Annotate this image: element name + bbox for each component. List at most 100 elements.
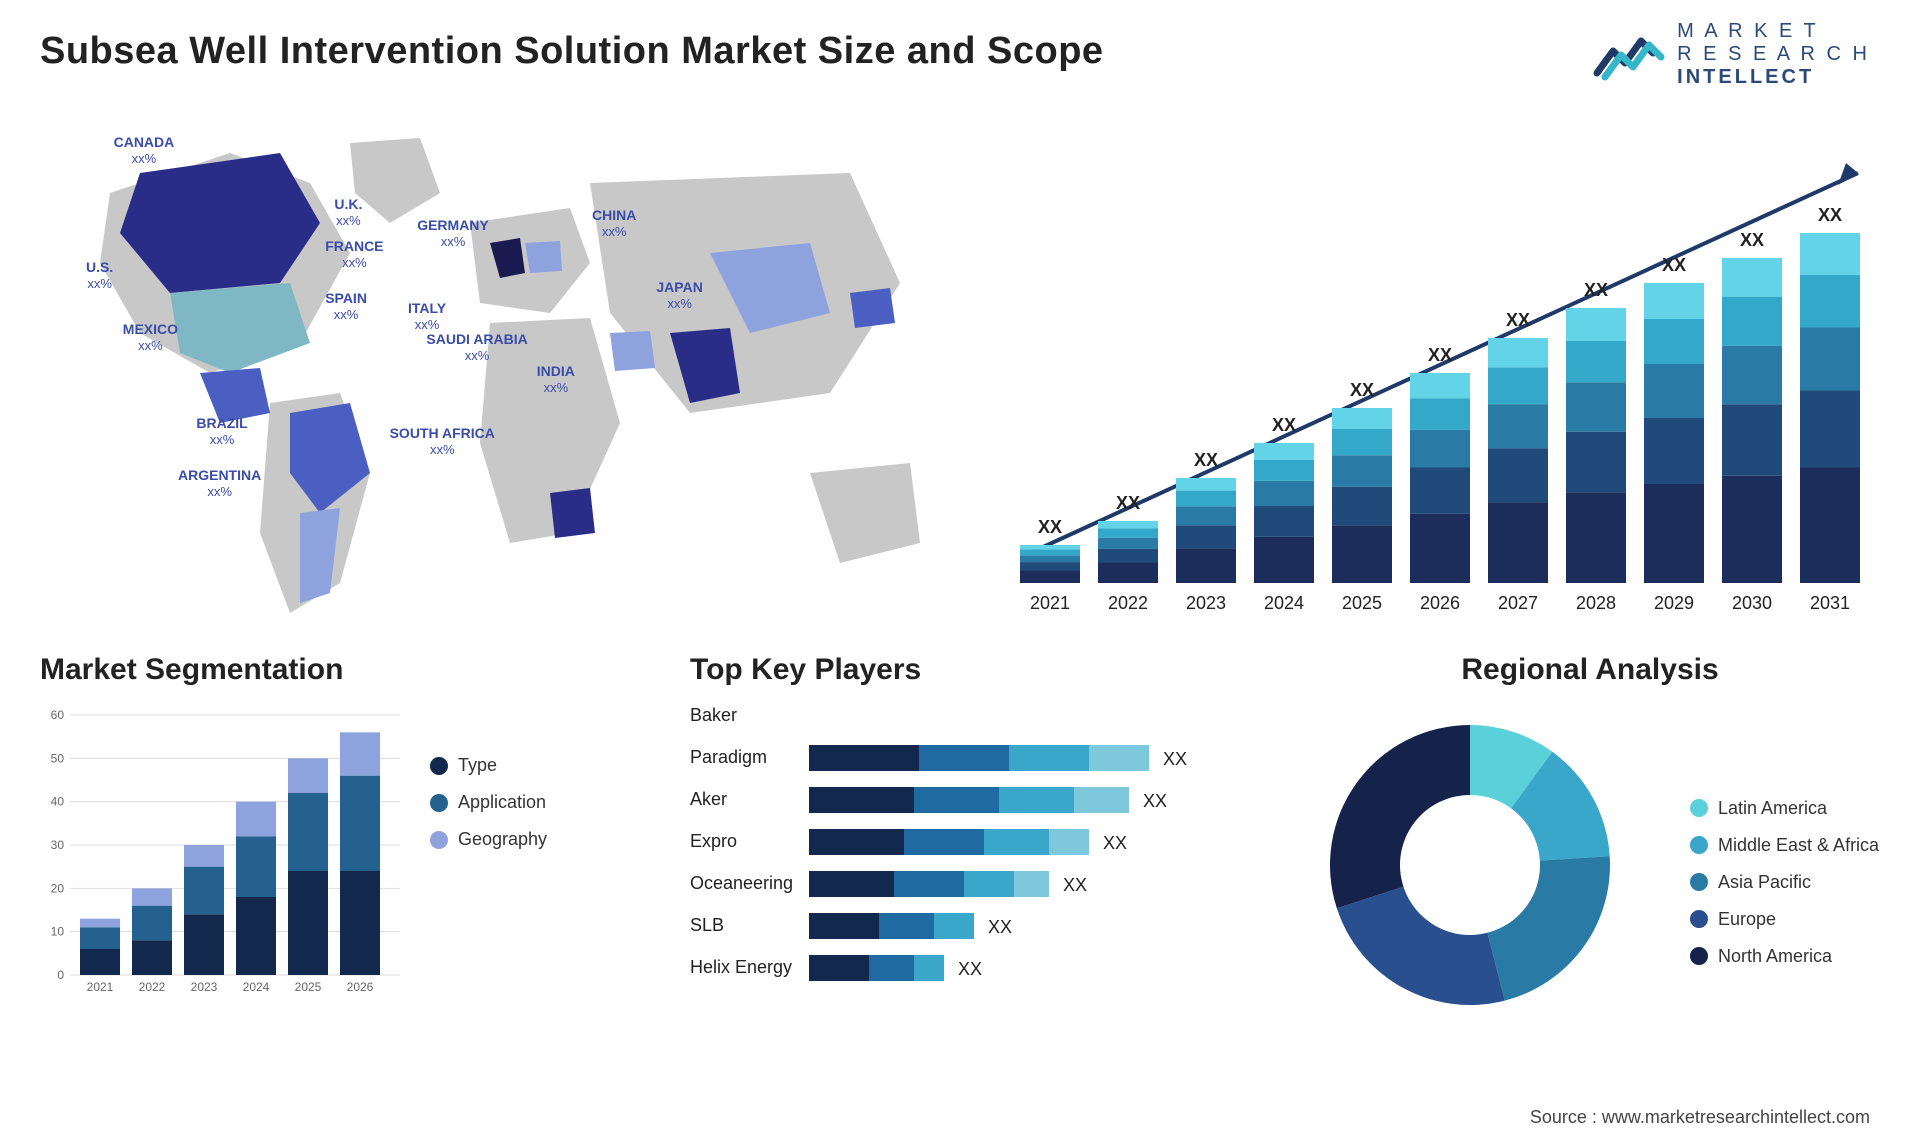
bar-category-label: 2028 (1576, 593, 1616, 613)
players-title: Top Key Players (690, 653, 1270, 687)
player-bar-segment (879, 913, 934, 939)
main-bar-segment (1800, 468, 1860, 584)
main-bar-chart: XX2021XX2022XX2023XX2024XX2025XX2026XX20… (1000, 113, 1880, 633)
map-label: JAPANxx% (656, 279, 702, 312)
player-name: Aker (690, 789, 793, 819)
player-name: Oceaneering (690, 873, 793, 903)
bar-category-label: 2031 (1810, 593, 1850, 613)
main-bar-segment (1176, 491, 1236, 507)
player-value-label: XX (1103, 833, 1127, 853)
legend-item: Middle East & Africa (1690, 835, 1879, 856)
seg-bar-segment (132, 940, 172, 975)
main-bar-segment (1176, 506, 1236, 525)
svg-text:30: 30 (51, 838, 65, 852)
svg-text:10: 10 (51, 925, 65, 939)
seg-bar-segment (288, 871, 328, 975)
seg-bar-segment (80, 949, 120, 975)
map-label: SPAINxx% (325, 290, 367, 323)
player-value-label: XX (1143, 791, 1167, 811)
player-bar-segment (1049, 829, 1089, 855)
world-map: CANADAxx%U.S.xx%MEXICOxx%BRAZILxx%ARGENT… (40, 113, 960, 633)
main-bar-segment (1254, 537, 1314, 583)
main-bar-segment (1254, 481, 1314, 506)
main-bar-segment (1098, 563, 1158, 583)
seg-bar-segment (236, 897, 276, 975)
regional-panel: Regional Analysis Latin AmericaMiddle Ea… (1300, 653, 1880, 1033)
player-bar-segment (904, 829, 984, 855)
bar-value-label: XX (1818, 205, 1842, 225)
player-bar-segment (809, 745, 919, 771)
main-bar-segment (1332, 429, 1392, 455)
player-bar-segment (919, 745, 1009, 771)
bar-value-label: XX (1584, 280, 1608, 300)
player-value-label: XX (1163, 749, 1187, 769)
main-bar-segment (1176, 548, 1236, 583)
map-label: SOUTH AFRICAxx% (390, 425, 495, 458)
logo-icon (1593, 27, 1665, 83)
brand-logo: M A R K E T R E S E A R C H INTELLECT (1593, 20, 1870, 89)
player-bar-segment (809, 871, 894, 897)
seg-bar-segment (340, 732, 380, 775)
main-bar-segment (1800, 328, 1860, 391)
player-bar-segment (914, 787, 999, 813)
player-bar-segment (1089, 745, 1149, 771)
main-bar-segment (1800, 233, 1860, 275)
player-bar-segment (894, 871, 964, 897)
main-bar-segment (1722, 404, 1782, 476)
svg-text:2023: 2023 (191, 980, 218, 994)
main-bar-segment (1098, 528, 1158, 537)
bar-category-label: 2029 (1654, 593, 1694, 613)
donut-slice (1487, 856, 1610, 1000)
bar-category-label: 2022 (1108, 593, 1148, 613)
player-bar-segment (964, 871, 1014, 897)
legend-item: Type (430, 755, 547, 776)
map-label: CHINAxx% (592, 207, 636, 240)
player-bar-segment (984, 829, 1049, 855)
main-bar-segment (1410, 398, 1470, 430)
main-bar-segment (1644, 484, 1704, 583)
map-label: INDIAxx% (537, 363, 575, 396)
player-name: Paradigm (690, 747, 793, 777)
legend-item: Asia Pacific (1690, 872, 1879, 893)
seg-bar-segment (80, 927, 120, 949)
map-label: FRANCExx% (325, 238, 383, 271)
svg-text:2021: 2021 (87, 980, 114, 994)
bar-value-label: XX (1350, 380, 1374, 400)
seg-bar-segment (288, 793, 328, 871)
player-bar-segment (809, 913, 879, 939)
main-bar-segment (1722, 258, 1782, 297)
main-bar-segment (1488, 448, 1548, 502)
seg-bar-segment (184, 867, 224, 915)
svg-text:20: 20 (51, 881, 65, 895)
bar-category-label: 2030 (1732, 593, 1772, 613)
main-bar-segment (1722, 297, 1782, 346)
main-bar-segment (1020, 562, 1080, 570)
logo-text: M A R K E T R E S E A R C H INTELLECT (1677, 20, 1870, 89)
seg-bar-segment (184, 845, 224, 867)
main-bar-segment (1410, 373, 1470, 398)
seg-bar-segment (132, 888, 172, 905)
main-bar-segment (1644, 364, 1704, 418)
main-bar-segment (1566, 382, 1626, 432)
seg-bar-segment (236, 836, 276, 897)
source-text: Source : www.marketresearchintellect.com (1530, 1107, 1870, 1128)
svg-text:0: 0 (57, 968, 64, 982)
bar-value-label: XX (1740, 230, 1764, 250)
main-bar-segment (1644, 283, 1704, 319)
main-bar-segment (1566, 492, 1626, 583)
main-bar-segment (1488, 502, 1548, 583)
bar-category-label: 2021 (1030, 593, 1070, 613)
main-bar-segment (1410, 514, 1470, 583)
map-label: ITALYxx% (408, 300, 446, 333)
player-bar-segment (1014, 871, 1049, 897)
bar-value-label: XX (1662, 255, 1686, 275)
main-bar-segment (1722, 476, 1782, 583)
player-bar-segment (809, 787, 914, 813)
seg-bar-segment (80, 919, 120, 928)
seg-bar-segment (236, 802, 276, 837)
main-bar-segment (1800, 275, 1860, 328)
donut-slice (1330, 725, 1470, 908)
main-chart-svg: XX2021XX2022XX2023XX2024XX2025XX2026XX20… (1000, 113, 1880, 633)
main-bar-segment (1254, 443, 1314, 460)
seg-bar-segment (340, 871, 380, 975)
